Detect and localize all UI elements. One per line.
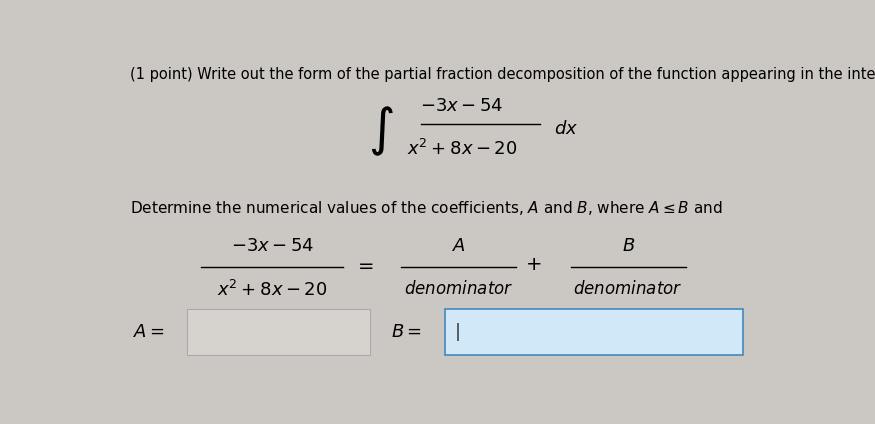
Text: $\int$: $\int$ <box>368 104 394 158</box>
Text: $B$: $B$ <box>621 237 634 255</box>
Text: $+$: $+$ <box>525 257 542 274</box>
Text: $denominator$: $denominator$ <box>404 280 514 298</box>
Text: $x^2 + 8x - 20$: $x^2 + 8x - 20$ <box>217 280 327 300</box>
Text: Determine the numerical values of the coefficients, $A$ and $B$, where $A \leq B: Determine the numerical values of the co… <box>130 199 722 218</box>
Text: $x^2 + 8x - 20$: $x^2 + 8x - 20$ <box>407 139 517 159</box>
Text: $B =$: $B =$ <box>391 323 422 340</box>
Text: $denominator$: $denominator$ <box>573 280 682 298</box>
Text: $|$: $|$ <box>454 321 459 343</box>
Text: $-3x - 54$: $-3x - 54$ <box>230 237 314 255</box>
FancyBboxPatch shape <box>445 309 744 354</box>
Text: $=$: $=$ <box>354 257 374 274</box>
Text: $dx$: $dx$ <box>554 120 578 137</box>
Text: $A$: $A$ <box>452 237 466 255</box>
FancyBboxPatch shape <box>187 309 370 354</box>
Text: (1 point) Write out the form of the partial fraction decomposition of the functi: (1 point) Write out the form of the part… <box>130 67 875 82</box>
Text: $A =$: $A =$ <box>133 323 165 340</box>
Text: $-3x - 54$: $-3x - 54$ <box>420 97 504 114</box>
